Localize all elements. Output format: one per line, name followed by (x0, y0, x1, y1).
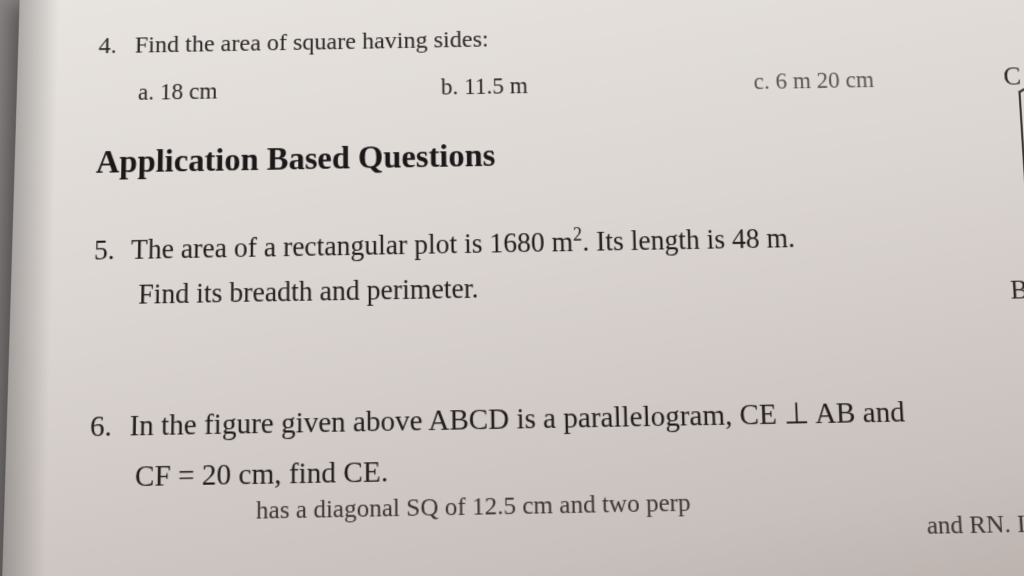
q4-options: a. 18 cm b. 11.5 m c. 6 m 20 cm (138, 60, 987, 112)
q5-superscript: 2 (573, 224, 583, 245)
q5-line1a: The area of a rectangular plot is 1680 m (131, 226, 574, 265)
q5-line2: Find its breadth and perimeter. (138, 259, 896, 318)
q5-line1b: . Its length is 48 m. (582, 222, 796, 257)
q4-option-a: a. 18 cm (138, 70, 441, 112)
q4-option-c: c. 6 m 20 cm (753, 62, 875, 101)
figure-label-c: C (1002, 61, 1021, 91)
geometry-figure: C B E (989, 67, 1024, 273)
figure-label-b: B (1009, 274, 1024, 306)
q6-number: 6. (89, 401, 130, 453)
section-heading: Application Based Questions (96, 128, 991, 181)
textbook-page: 4.Find the area of square having sides: … (0, 0, 1024, 576)
q5-number: 5. (94, 228, 132, 274)
question-4: 4.Find the area of square having sides: … (97, 12, 986, 113)
q4-option-b: b. 11.5 m (441, 64, 755, 107)
question-5: 5.The area of a rectangular plot is 1680… (92, 215, 895, 319)
partial-2: and RN. If P (926, 509, 1024, 540)
q4-text: Find the area of square having sides: (135, 26, 489, 58)
figure-line-cb (1018, 92, 1024, 273)
q4-number: 4. (98, 27, 135, 66)
q6-line1: In the figure given above ABCD is a para… (129, 395, 905, 442)
